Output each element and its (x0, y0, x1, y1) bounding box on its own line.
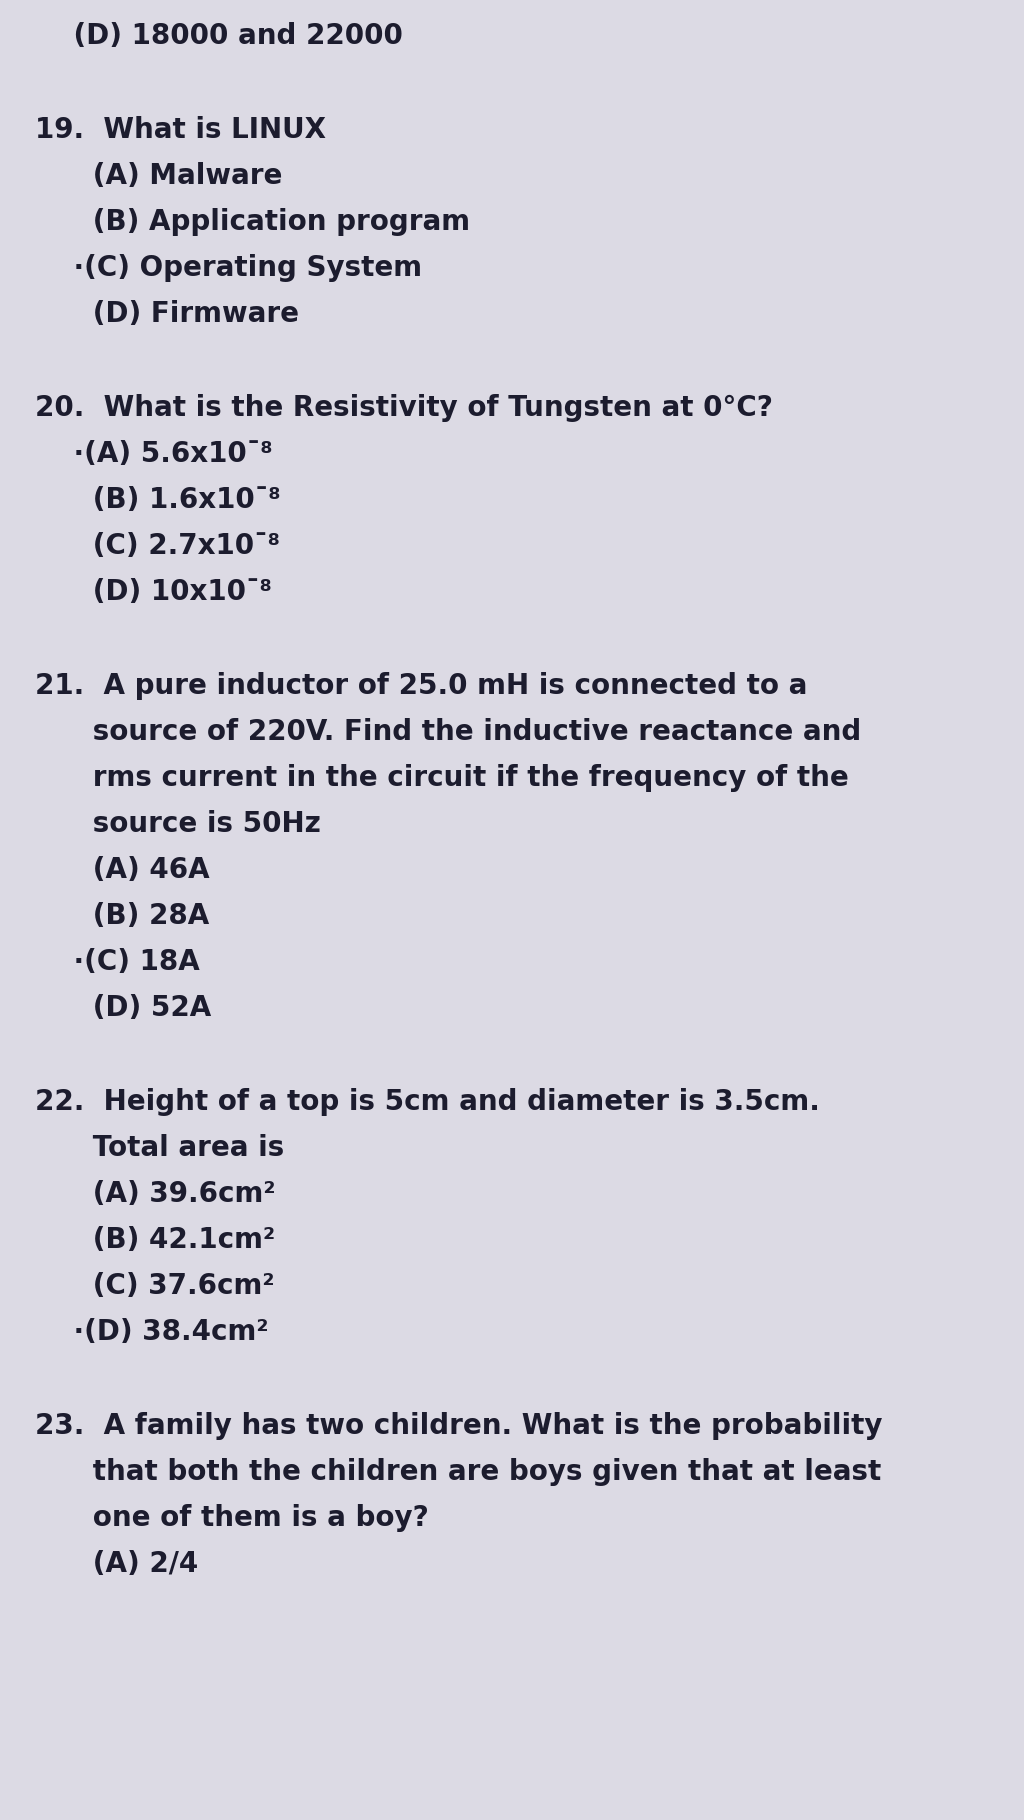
Text: ·(C) Operating System: ·(C) Operating System (35, 255, 422, 282)
Text: that both the children are boys given that at least: that both the children are boys given th… (35, 1458, 882, 1485)
Text: (D) 10x10¯⁸: (D) 10x10¯⁸ (35, 579, 272, 606)
Text: (A) 39.6cm²: (A) 39.6cm² (35, 1179, 275, 1208)
Text: (C) 37.6cm²: (C) 37.6cm² (35, 1272, 274, 1299)
Text: 23.  A family has two children. What is the probability: 23. A family has two children. What is t… (35, 1412, 883, 1440)
Text: 22.  Height of a top is 5cm and diameter is 3.5cm.: 22. Height of a top is 5cm and diameter … (35, 1088, 820, 1116)
Text: one of them is a boy?: one of them is a boy? (35, 1503, 429, 1532)
Text: rms current in the circuit if the frequency of the: rms current in the circuit if the freque… (35, 764, 849, 792)
Text: ·(D) 38.4cm²: ·(D) 38.4cm² (35, 1318, 268, 1347)
Text: ·(C) 18A: ·(C) 18A (35, 948, 200, 976)
Text: 20.  What is the Resistivity of Tungsten at 0°C?: 20. What is the Resistivity of Tungsten … (35, 393, 773, 422)
Text: (D) 52A: (D) 52A (35, 994, 211, 1023)
Text: 21.  A pure inductor of 25.0 mH is connected to a: 21. A pure inductor of 25.0 mH is connec… (35, 672, 807, 701)
Text: (B) 1.6x10¯⁸: (B) 1.6x10¯⁸ (35, 486, 281, 513)
Text: (A) Malware: (A) Malware (35, 162, 283, 189)
Text: (A) 2/4: (A) 2/4 (35, 1551, 199, 1578)
Text: 19.  What is LINUX: 19. What is LINUX (35, 116, 326, 144)
Text: source of 220V. Find the inductive reactance and: source of 220V. Find the inductive react… (35, 719, 861, 746)
Text: (D) Firmware: (D) Firmware (35, 300, 299, 328)
Text: (B) 28A: (B) 28A (35, 903, 209, 930)
Text: (B) 42.1cm²: (B) 42.1cm² (35, 1227, 275, 1254)
Text: (A) 46A: (A) 46A (35, 855, 210, 885)
Text: Total area is: Total area is (35, 1134, 285, 1161)
Text: ·(A) 5.6x10¯⁸: ·(A) 5.6x10¯⁸ (35, 440, 272, 468)
Text: (B) Application program: (B) Application program (35, 207, 470, 237)
Text: (C) 2.7x10¯⁸: (C) 2.7x10¯⁸ (35, 531, 280, 561)
Text: (D) 18000 and 22000: (D) 18000 and 22000 (35, 22, 402, 49)
Text: source is 50Hz: source is 50Hz (35, 810, 321, 837)
